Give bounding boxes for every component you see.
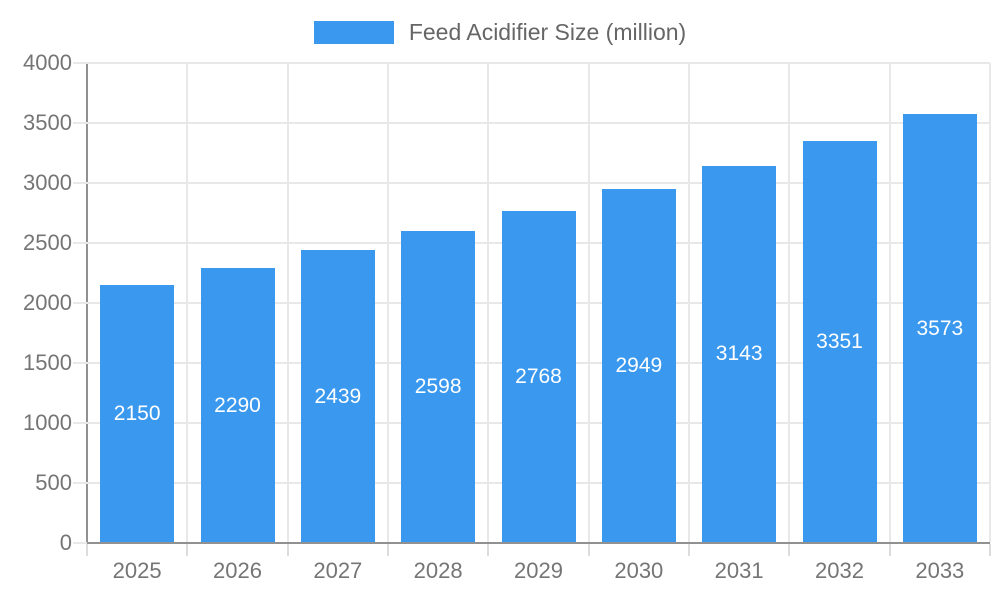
y-tick-label: 3500 [23, 110, 72, 135]
v-gridline [286, 63, 289, 543]
legend-swatch-icon [313, 20, 394, 44]
x-tick-label: 2029 [514, 558, 563, 583]
x-axis-line [78, 542, 990, 544]
y-tick-label: 2000 [23, 290, 72, 315]
x-tick-label: 2030 [614, 558, 664, 583]
x-tick-label: 2033 [915, 558, 965, 583]
x-tick-label: 2027 [313, 558, 363, 583]
x-tick-label: 2031 [714, 558, 764, 583]
x-tick-mark [989, 544, 991, 556]
x-tick-mark [186, 544, 189, 556]
v-gridline [688, 63, 690, 543]
bar: 2598 [401, 231, 476, 543]
bar: 3573 [902, 114, 977, 543]
y-tick-mark [73, 482, 87, 484]
x-tick-mark [788, 544, 791, 556]
bar-value-label: 3143 [715, 342, 763, 366]
x-tick-label: 2032 [815, 558, 864, 583]
x-tick-mark [86, 544, 88, 556]
legend-item[interactable]: Feed Acidifier Size (million) [313, 18, 687, 46]
x-tick-label: 2026 [213, 558, 262, 583]
x-tick-mark [587, 544, 590, 556]
y-tick-mark [73, 122, 87, 124]
v-gridline [989, 63, 991, 543]
y-tick-mark [73, 542, 87, 544]
h-gridline [87, 62, 990, 64]
x-tick-mark [286, 544, 289, 556]
bar-value-label: 2949 [615, 354, 663, 378]
y-tick-mark [73, 182, 87, 184]
h-gridline [87, 122, 990, 124]
v-gridline [487, 63, 490, 543]
y-tick-mark [73, 302, 87, 304]
y-tick-mark [73, 422, 87, 424]
legend-label: Feed Acidifier Size (million) [408, 18, 687, 45]
bar-value-label: 3351 [816, 329, 863, 353]
y-tick-label: 3000 [23, 170, 72, 195]
bar: 2949 [601, 189, 676, 543]
legend: Feed Acidifier Size (million) [0, 14, 1000, 50]
y-tick-mark [73, 362, 87, 364]
plot-area: 2150 2290 2439 2598 2768 2949 3143 3351 3573 [87, 62, 991, 543]
v-gridline [788, 63, 791, 543]
bar: 2290 [200, 268, 275, 543]
h-gridline [87, 182, 990, 184]
bar-value-label: 2768 [515, 364, 562, 388]
bar-value-label: 2439 [314, 384, 362, 408]
bar: 2439 [300, 250, 375, 543]
y-tick-label: 4000 [23, 50, 72, 75]
bar-value-label: 2150 [113, 402, 161, 425]
v-gridline [387, 63, 389, 543]
y-tick-label: 0 [59, 530, 72, 555]
bar: 3143 [702, 165, 777, 543]
y-tick-label: 1000 [23, 410, 72, 435]
bar-value-label: 2290 [214, 393, 261, 417]
y-axis-line [86, 63, 88, 545]
y-tick-label: 2500 [23, 230, 72, 255]
x-tick-label: 2028 [413, 558, 463, 583]
x-tick-mark [688, 544, 690, 556]
bar: 3351 [802, 140, 877, 543]
bar: 2150 [100, 285, 175, 543]
y-tick-mark [73, 242, 87, 244]
y-tick-label: 1500 [23, 350, 72, 375]
v-gridline [587, 63, 590, 543]
v-gridline [888, 63, 891, 543]
x-tick-label: 2025 [112, 558, 162, 583]
y-tick-mark [73, 62, 87, 64]
v-gridline [186, 63, 189, 543]
x-tick-mark [888, 544, 891, 556]
y-tick-label: 500 [35, 470, 72, 495]
x-tick-mark [387, 544, 389, 556]
bar-value-label: 2598 [414, 375, 462, 399]
x-tick-mark [487, 544, 490, 556]
bar-value-label: 3573 [916, 316, 964, 340]
bar: 2768 [501, 210, 576, 543]
